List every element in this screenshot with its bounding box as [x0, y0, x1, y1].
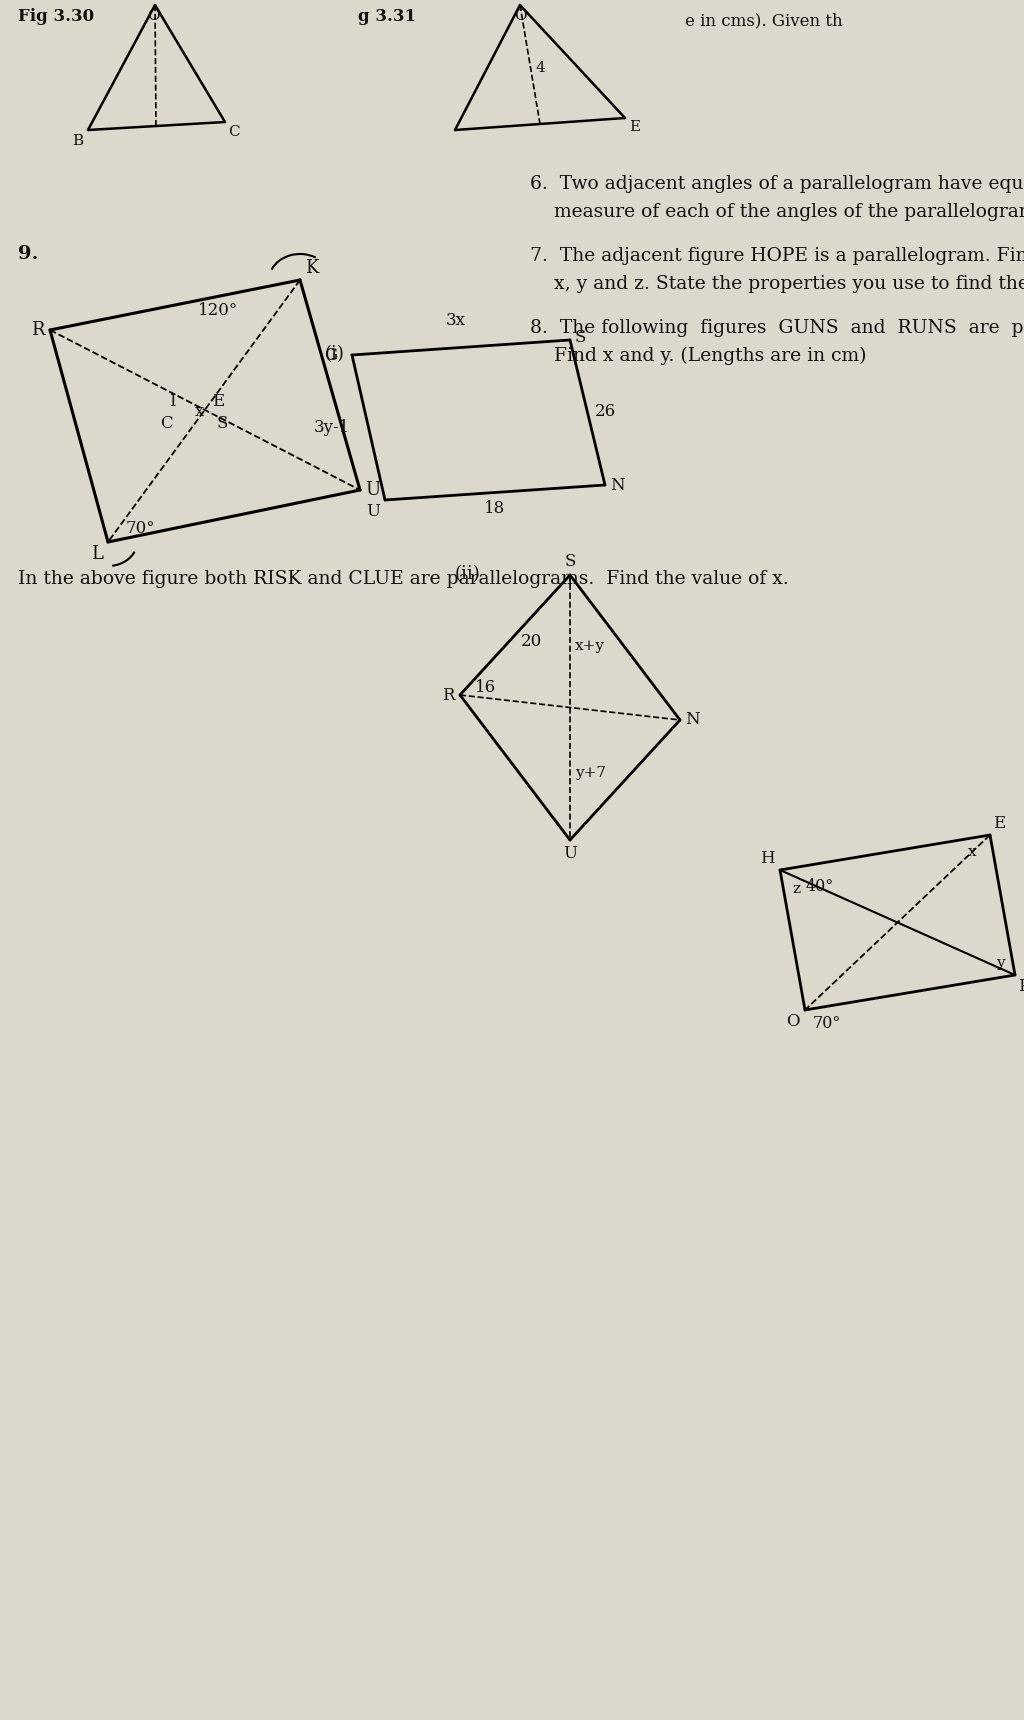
Text: In the above figure both RISK and CLUE are parallelograms.  Find the value of x.: In the above figure both RISK and CLUE a…	[18, 569, 788, 588]
Text: 9.: 9.	[18, 244, 38, 263]
Text: y: y	[995, 956, 1005, 970]
Text: 6.  Two adjacent angles of a parallelogram have equal measure. Find the: 6. Two adjacent angles of a parallelogra…	[530, 175, 1024, 193]
Text: B: B	[72, 134, 83, 148]
Text: S: S	[575, 330, 587, 346]
Text: S: S	[564, 554, 575, 569]
Text: Find x and y. (Lengths are in cm): Find x and y. (Lengths are in cm)	[530, 347, 866, 365]
Text: E: E	[993, 815, 1006, 832]
Text: K: K	[305, 260, 318, 277]
Text: E: E	[212, 392, 224, 409]
Text: 120°: 120°	[198, 303, 238, 318]
Text: x: x	[968, 845, 976, 858]
Text: O: O	[786, 1013, 800, 1030]
Text: 3y-1: 3y-1	[313, 418, 350, 435]
Text: G: G	[324, 346, 337, 363]
Text: U: U	[563, 845, 577, 862]
Text: 16: 16	[475, 679, 496, 697]
Text: S: S	[216, 415, 227, 432]
Text: R: R	[32, 322, 45, 339]
Text: C: C	[160, 415, 172, 432]
Text: L: L	[91, 545, 103, 562]
Text: N: N	[685, 712, 699, 729]
Text: 20: 20	[521, 633, 542, 650]
Text: 8.  The following  figures  GUNS  and  RUNS  are  parallelograms.: 8. The following figures GUNS and RUNS a…	[530, 318, 1024, 337]
Text: x: x	[195, 402, 204, 420]
Text: O: O	[514, 9, 526, 22]
Text: H: H	[761, 850, 775, 867]
Text: P: P	[1018, 979, 1024, 994]
Text: 26: 26	[595, 404, 616, 420]
Text: y+7: y+7	[575, 765, 606, 779]
Text: e in cms). Given th: e in cms). Given th	[685, 12, 843, 29]
Text: 40°: 40°	[806, 877, 835, 894]
Text: 4: 4	[536, 60, 545, 76]
Text: U: U	[365, 482, 380, 499]
Text: 3x: 3x	[446, 311, 466, 329]
Text: I: I	[169, 392, 175, 409]
Text: 18: 18	[484, 501, 506, 518]
Text: U: U	[366, 502, 380, 519]
Text: E: E	[629, 120, 640, 134]
Text: x+y: x+y	[575, 640, 605, 654]
Text: C: C	[228, 126, 240, 139]
Text: z: z	[792, 882, 800, 896]
Text: O: O	[146, 9, 160, 22]
Text: 70°: 70°	[813, 1015, 842, 1032]
Text: N: N	[610, 476, 625, 494]
Text: (i): (i)	[325, 346, 345, 363]
Text: measure of each of the angles of the parallelogram.: measure of each of the angles of the par…	[530, 203, 1024, 220]
Text: R: R	[442, 686, 455, 703]
Text: 70°: 70°	[126, 519, 156, 537]
Text: 7.  The adjacent figure HOPE is a parallelogram. Find the angle measures: 7. The adjacent figure HOPE is a paralle…	[530, 248, 1024, 265]
Text: g 3.31: g 3.31	[358, 9, 416, 26]
Text: (ii): (ii)	[455, 564, 480, 583]
Text: x, y and z. State the properties you use to find them.: x, y and z. State the properties you use…	[530, 275, 1024, 292]
Text: Fig 3.30: Fig 3.30	[18, 9, 94, 26]
